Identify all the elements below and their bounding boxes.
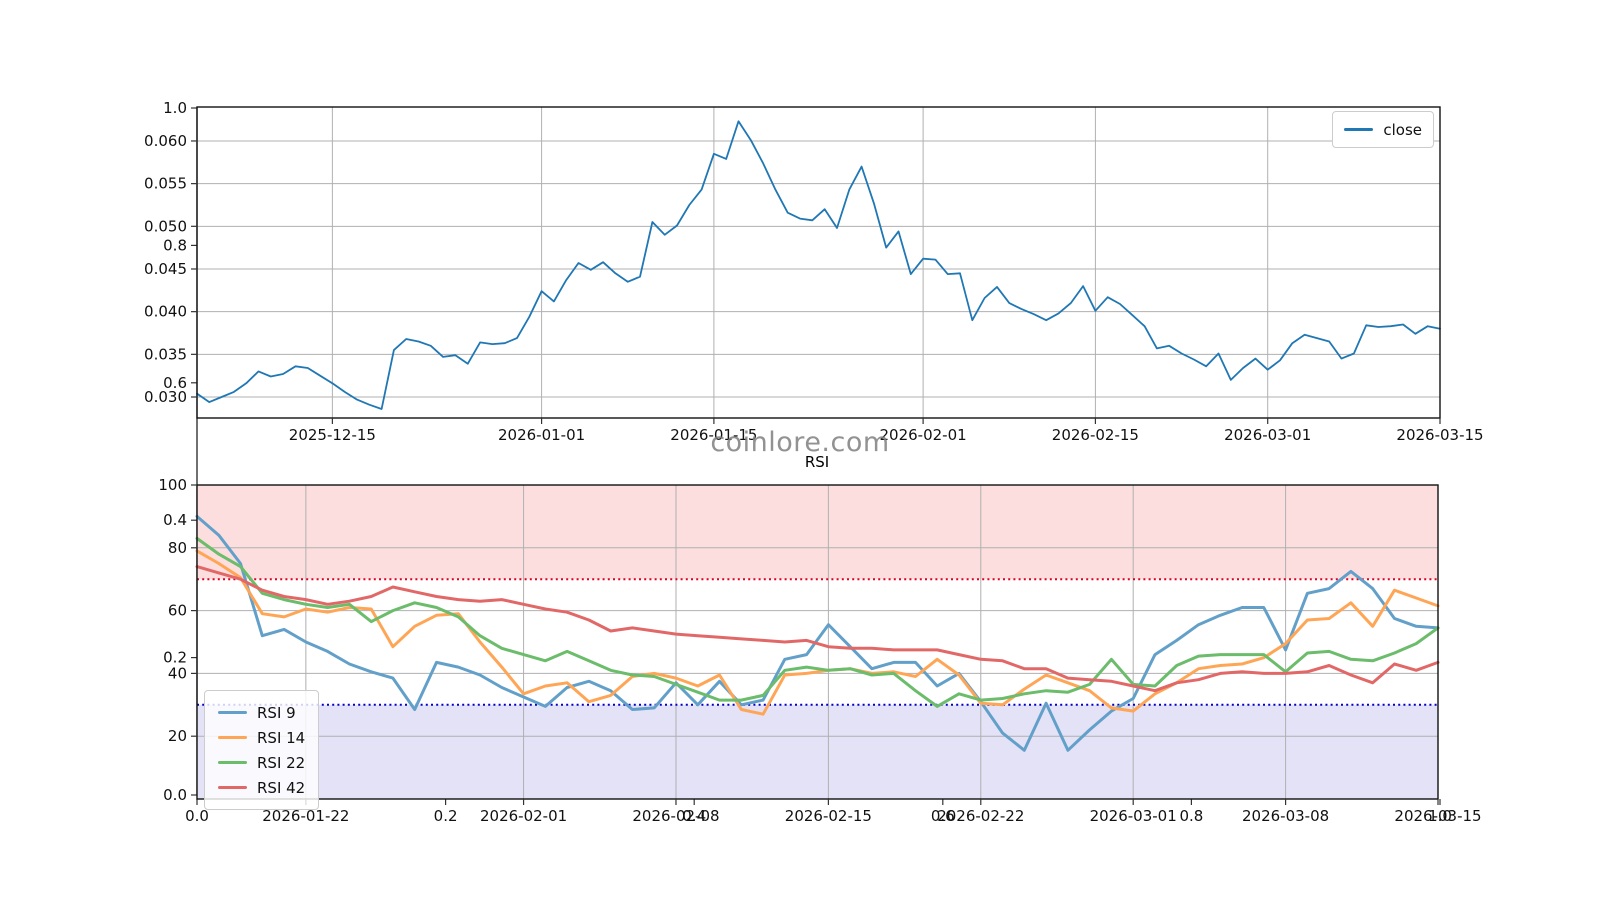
svg-text:0.2: 0.2 xyxy=(163,649,187,667)
rsi42-legend-label: RSI 42 xyxy=(257,778,306,797)
rsi22-legend-label: RSI 22 xyxy=(257,753,306,772)
close-line-swatch xyxy=(1344,128,1374,131)
svg-text:0.0: 0.0 xyxy=(185,807,209,825)
series-RSI 42 xyxy=(195,565,1440,693)
svg-text:0.6: 0.6 xyxy=(163,374,187,392)
series-RSI 14 xyxy=(195,549,1440,716)
svg-text:0.055: 0.055 xyxy=(144,175,187,193)
rsi-legend-row: RSI 42 xyxy=(218,775,305,800)
rsi-legend: RSI 9 RSI 14 RSI 22 RSI 42 xyxy=(204,690,320,810)
svg-text:1.0: 1.0 xyxy=(1428,807,1452,825)
svg-text:100: 100 xyxy=(158,476,187,494)
svg-text:2026-03-15: 2026-03-15 xyxy=(1396,426,1483,444)
svg-text:0.0: 0.0 xyxy=(163,786,187,804)
svg-text:0.8: 0.8 xyxy=(163,236,187,254)
svg-text:2026-02-22: 2026-02-22 xyxy=(937,807,1024,825)
svg-text:0.4: 0.4 xyxy=(163,511,187,529)
svg-text:0.2: 0.2 xyxy=(434,807,458,825)
rsi9-line-swatch xyxy=(218,711,247,714)
svg-text:1.0: 1.0 xyxy=(163,99,187,117)
price-legend-label: close xyxy=(1383,120,1422,139)
parent-axes: 1.0 0.8 0.6 0.4 0.2 0.0 0.0 0.2 0.4 0.6 0.8 1.0 xyxy=(163,99,1452,825)
svg-text:2026-03-15: 2026-03-15 xyxy=(1394,807,1481,825)
price-legend: close xyxy=(1332,111,1434,148)
svg-text:2026-03-08: 2026-03-08 xyxy=(1242,807,1329,825)
svg-text:2025-12-15: 2025-12-15 xyxy=(289,426,376,444)
rsi-legend-row: RSI 14 xyxy=(218,725,305,750)
svg-text:0.040: 0.040 xyxy=(144,303,187,321)
rsi-chart: 2026-01-22 2026-02-01 2026-02-08 2026-02-15… xyxy=(158,476,1481,825)
svg-text:0.8: 0.8 xyxy=(1179,807,1203,825)
svg-text:0.030: 0.030 xyxy=(144,388,187,406)
series-RSI 22 xyxy=(195,536,1440,708)
svg-text:20: 20 xyxy=(168,727,187,745)
svg-text:0.4: 0.4 xyxy=(682,807,706,825)
svg-text:2026-02-01: 2026-02-01 xyxy=(480,807,567,825)
svg-text:40: 40 xyxy=(168,664,187,682)
svg-text:2026-01-15: 2026-01-15 xyxy=(670,426,757,444)
svg-text:0.045: 0.045 xyxy=(144,260,187,278)
price-chart: 2025-12-15 2026-01-01 2026-01-15 2026-02-01… xyxy=(144,106,1484,444)
svg-text:2026-02-01: 2026-02-01 xyxy=(880,426,967,444)
svg-text:0.6: 0.6 xyxy=(931,807,955,825)
series-close xyxy=(196,120,1441,410)
rsi42-line-swatch xyxy=(218,786,247,789)
price-legend-row: close xyxy=(1344,117,1422,142)
svg-text:0.035: 0.035 xyxy=(144,345,187,363)
rsi-chart-title: RSI xyxy=(804,453,830,471)
rsi22-line-swatch xyxy=(218,761,247,764)
rsi-legend-row: RSI 9 xyxy=(218,700,305,725)
rsi-legend-row: RSI 22 xyxy=(218,750,305,775)
svg-text:2026-01-22: 2026-01-22 xyxy=(262,807,349,825)
rsi14-line-swatch xyxy=(218,736,247,739)
svg-text:2026-02-15: 2026-02-15 xyxy=(1052,426,1139,444)
svg-text:2026-02-08: 2026-02-08 xyxy=(632,807,719,825)
svg-text:2026-03-01: 2026-03-01 xyxy=(1224,426,1311,444)
rsi9-legend-label: RSI 9 xyxy=(257,703,296,722)
svg-text:2026-01-01: 2026-01-01 xyxy=(498,426,585,444)
svg-text:2026-02-15: 2026-02-15 xyxy=(785,807,872,825)
series-RSI 9 xyxy=(195,514,1440,752)
svg-text:2026-03-01: 2026-03-01 xyxy=(1090,807,1177,825)
svg-text:80: 80 xyxy=(168,539,187,557)
rsi14-legend-label: RSI 14 xyxy=(257,728,306,747)
svg-text:0.050: 0.050 xyxy=(144,217,187,235)
watermark: coinlore.com xyxy=(710,427,890,458)
svg-text:60: 60 xyxy=(168,602,187,620)
svg-text:0.060: 0.060 xyxy=(144,132,187,150)
